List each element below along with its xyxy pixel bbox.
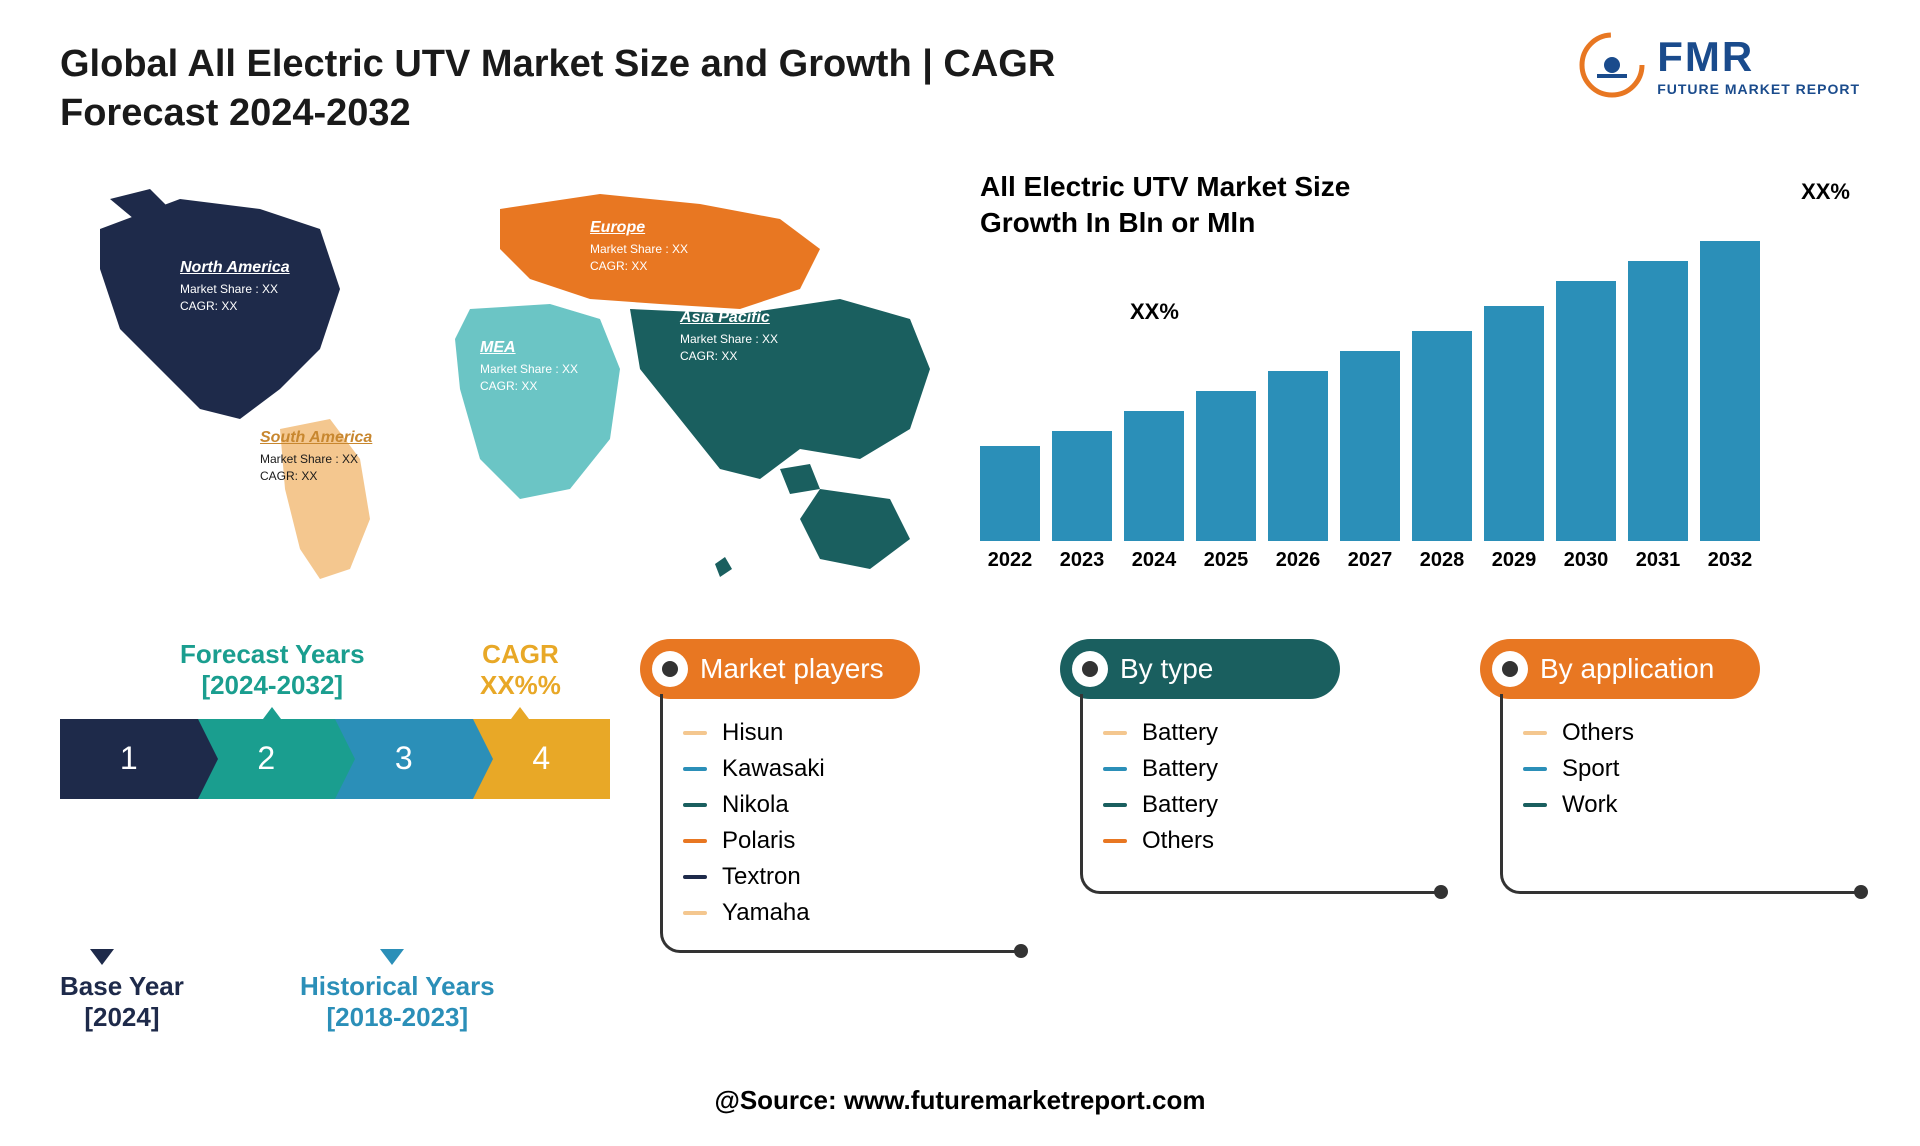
category-body: Others Sport Work	[1500, 694, 1860, 894]
list-item: Polaris	[683, 827, 1000, 855]
tick-icon	[683, 839, 707, 843]
tick-icon	[1523, 803, 1547, 807]
base-year-label: Base Year[2024]	[60, 971, 184, 1033]
timeline-block-3: 3	[335, 719, 473, 799]
category-header: By application	[1480, 639, 1760, 699]
tick-icon	[1103, 803, 1127, 807]
logo-main-text: FMR	[1657, 33, 1860, 81]
list-item: Sport	[1523, 755, 1840, 783]
bar-2029: 2029	[1484, 306, 1544, 572]
bar-year-label: 2031	[1636, 549, 1681, 572]
list-item-label: Yamaha	[722, 899, 810, 927]
forecast-label: Forecast Years[2024-2032]	[180, 639, 365, 701]
category-header: Market players	[640, 639, 920, 699]
list-item-label: Battery	[1142, 719, 1218, 747]
list-item: Nikola	[683, 791, 1000, 819]
timeline-block-4: 4	[473, 719, 611, 799]
timeline-block-2: 2	[198, 719, 336, 799]
list-item: Hisun	[683, 719, 1000, 747]
region-mea: MEA Market Share : XX CAGR: XX	[480, 339, 578, 395]
fmr-logo: FMR FUTURE MARKET REPORT	[1577, 30, 1860, 100]
cagr-label: CAGRXX%%	[480, 639, 561, 701]
bar-year-label: 2023	[1060, 549, 1105, 572]
list-item: Textron	[683, 863, 1000, 891]
bar-2032: 2032	[1700, 241, 1760, 572]
logo-icon	[1577, 30, 1647, 100]
bar-2030: 2030	[1556, 281, 1616, 572]
category-body: Hisun Kawasaki Nikola Polaris Textron Yamaha	[660, 694, 1020, 953]
list-item: Others	[1523, 719, 1840, 747]
category-by-type: By type Battery Battery Battery Others	[1060, 639, 1440, 953]
bar-year-label: 2024	[1132, 549, 1177, 572]
growth-bar-chart: All Electric UTV Market Size Growth In B…	[980, 169, 1860, 589]
tick-icon	[1103, 839, 1127, 843]
bar-year-label: 2029	[1492, 549, 1537, 572]
bar-year-label: 2030	[1564, 549, 1609, 572]
bullet-icon	[1492, 651, 1528, 687]
tick-icon	[683, 767, 707, 771]
list-item-label: Kawasaki	[722, 755, 825, 783]
tick-icon	[1523, 767, 1547, 771]
timeline-block-1: 1	[60, 719, 198, 799]
list-item-label: Battery	[1142, 755, 1218, 783]
list-item: Battery	[1103, 755, 1420, 783]
region-europe: Europe Market Share : XX CAGR: XX	[590, 219, 688, 275]
bar-year-label: 2026	[1276, 549, 1321, 572]
list-item-label: Textron	[722, 863, 801, 891]
category-header: By type	[1060, 639, 1340, 699]
bar-year-label: 2032	[1708, 549, 1753, 572]
bar-year-label: 2028	[1420, 549, 1465, 572]
list-item: Yamaha	[683, 899, 1000, 927]
tick-icon	[683, 731, 707, 735]
source-attribution: @Source: www.futuremarketreport.com	[714, 1085, 1205, 1116]
logo-sub-text: FUTURE MARKET REPORT	[1657, 81, 1860, 97]
bar-2027: 2027	[1340, 351, 1400, 572]
region-asia-pacific: Asia Pacific Market Share : XX CAGR: XX	[680, 309, 778, 365]
tick-icon	[1103, 731, 1127, 735]
bar-2025: 2025	[1196, 391, 1256, 572]
pct-label-2032: XX%	[1801, 179, 1850, 205]
list-item: Battery	[1103, 719, 1420, 747]
bar-year-label: 2027	[1348, 549, 1393, 572]
historical-label: Historical Years[2018-2023]	[300, 971, 495, 1033]
region-south-america: South America Market Share : XX CAGR: XX	[260, 429, 372, 485]
world-map: North America Market Share : XX CAGR: XX…	[60, 169, 960, 589]
list-item: Others	[1103, 827, 1420, 855]
list-item: Work	[1523, 791, 1840, 819]
bullet-icon	[1072, 651, 1108, 687]
list-item-label: Polaris	[722, 827, 795, 855]
bar-2023: 2023	[1052, 431, 1112, 572]
tick-icon	[1523, 731, 1547, 735]
bar-2028: 2028	[1412, 331, 1472, 572]
category-market-players: Market players Hisun Kawasaki Nikola Polaris…	[640, 639, 1020, 953]
list-item-label: Others	[1142, 827, 1214, 855]
list-item: Battery	[1103, 791, 1420, 819]
bar-year-label: 2022	[988, 549, 1033, 572]
list-item-label: Sport	[1562, 755, 1619, 783]
region-north-america: North America Market Share : XX CAGR: XX	[180, 259, 290, 315]
page-title: Global All Electric UTV Market Size and …	[60, 40, 1160, 139]
list-item-label: Nikola	[722, 791, 789, 819]
tick-icon	[683, 875, 707, 879]
list-item-label: Others	[1562, 719, 1634, 747]
bar-2026: 2026	[1268, 371, 1328, 572]
category-body: Battery Battery Battery Others	[1080, 694, 1440, 894]
list-item-label: Work	[1562, 791, 1618, 819]
timeline: Forecast Years[2024-2032] CAGRXX%% 1234 …	[60, 639, 610, 953]
bar-year-label: 2025	[1204, 549, 1249, 572]
bar-2031: 2031	[1628, 261, 1688, 572]
bullet-icon	[652, 651, 688, 687]
tick-icon	[683, 803, 707, 807]
bar-2022: 2022	[980, 446, 1040, 572]
tick-icon	[1103, 767, 1127, 771]
list-item-label: Battery	[1142, 791, 1218, 819]
list-item: Kawasaki	[683, 755, 1000, 783]
chart-title: All Electric UTV Market Size Growth In B…	[980, 169, 1380, 242]
bar-2024: 2024	[1124, 411, 1184, 572]
tick-icon	[683, 911, 707, 915]
list-item-label: Hisun	[722, 719, 783, 747]
category-by-application: By application Others Sport Work	[1480, 639, 1860, 953]
